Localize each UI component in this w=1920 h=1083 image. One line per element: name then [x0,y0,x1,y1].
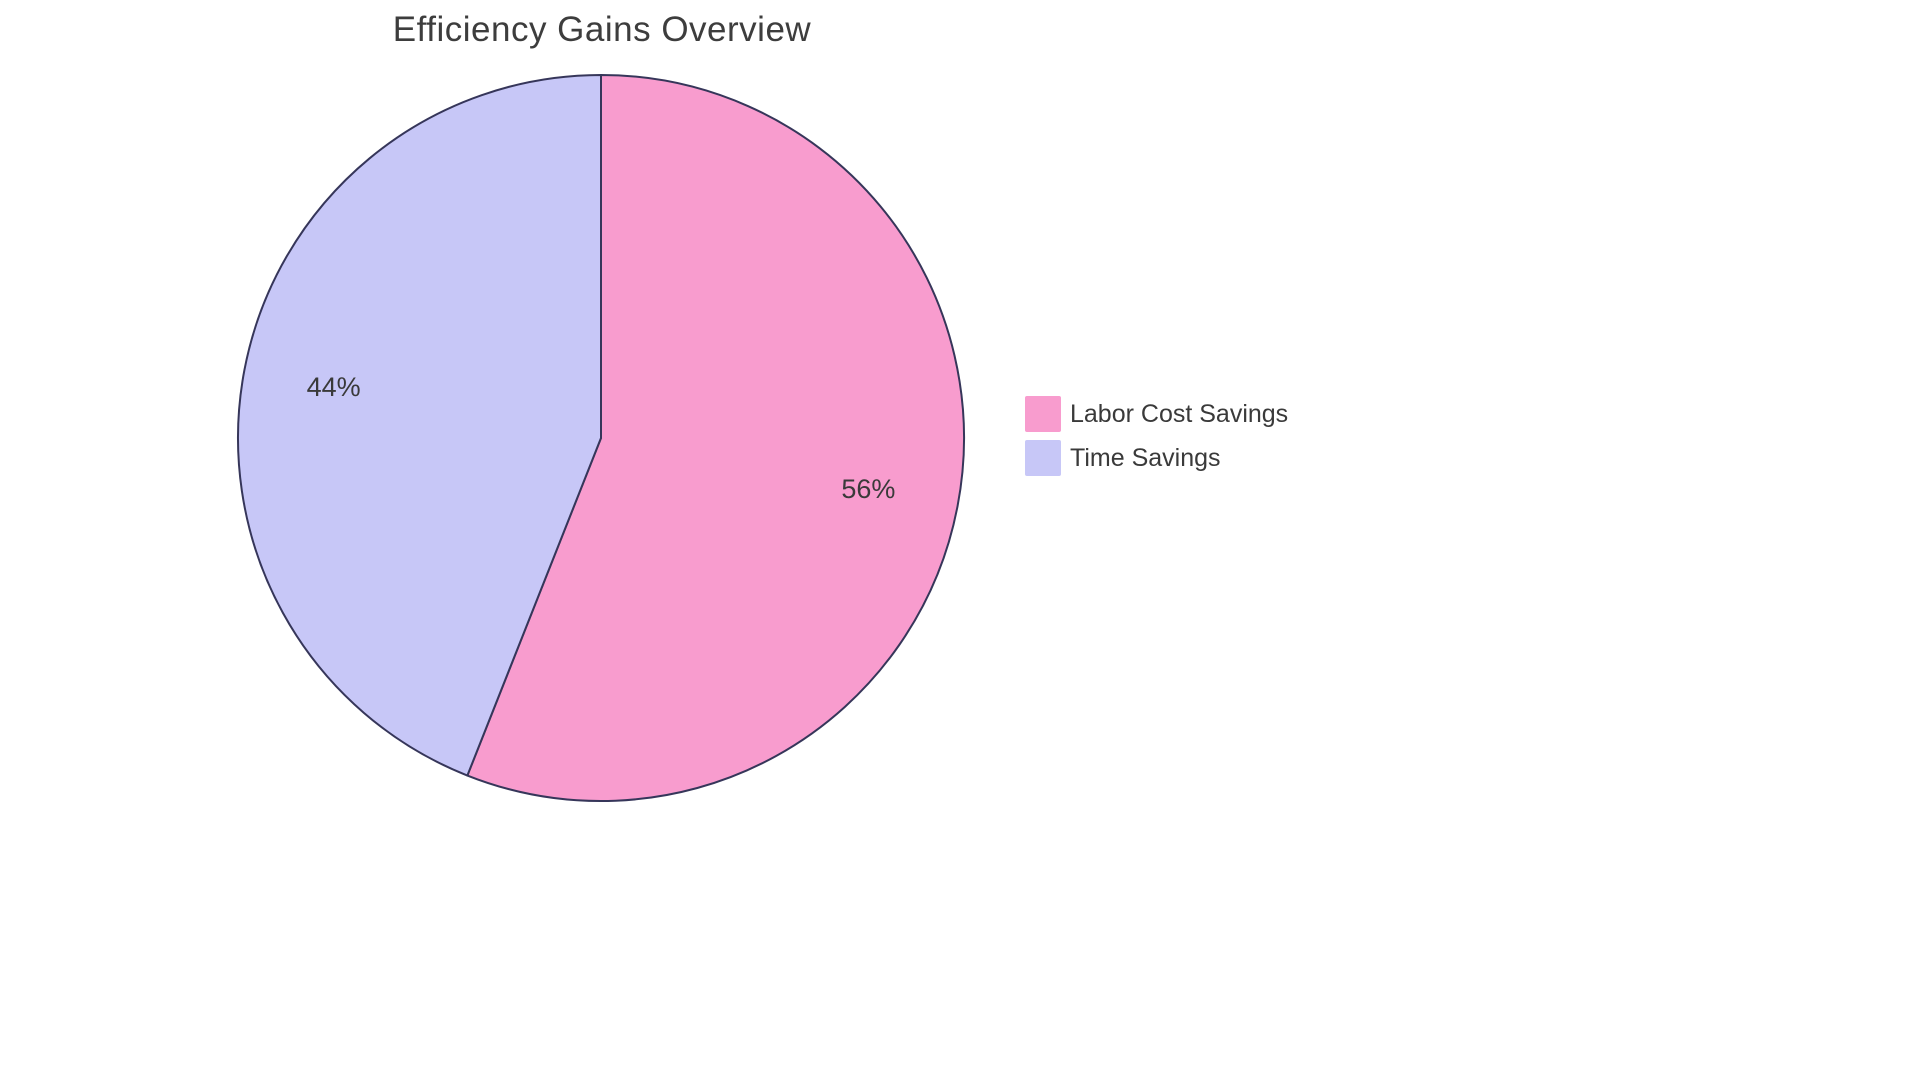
pie-slice-time-savings [237,74,602,777]
slice-percent-label-time-savings: 44% [307,372,361,402]
legend-label-time-savings: Time Savings [1070,443,1221,472]
legend-swatch-time-savings [1025,440,1061,476]
legend-label-labor-cost-savings: Labor Cost Savings [1070,399,1289,428]
legend-item-time-savings: Time Savings [1025,440,1288,476]
pie-slice-labor-cost-savings [466,74,965,802]
legend-swatch-labor-cost-savings [1025,396,1061,432]
chart-title: Efficiency Gains Overview [392,10,812,49]
legend-item-labor-cost-savings: Labor Cost Savings [1025,396,1288,432]
slice-percent-label-labor-cost-savings: 56% [841,474,895,504]
legend: Labor Cost Savings Time Savings [1025,396,1288,484]
